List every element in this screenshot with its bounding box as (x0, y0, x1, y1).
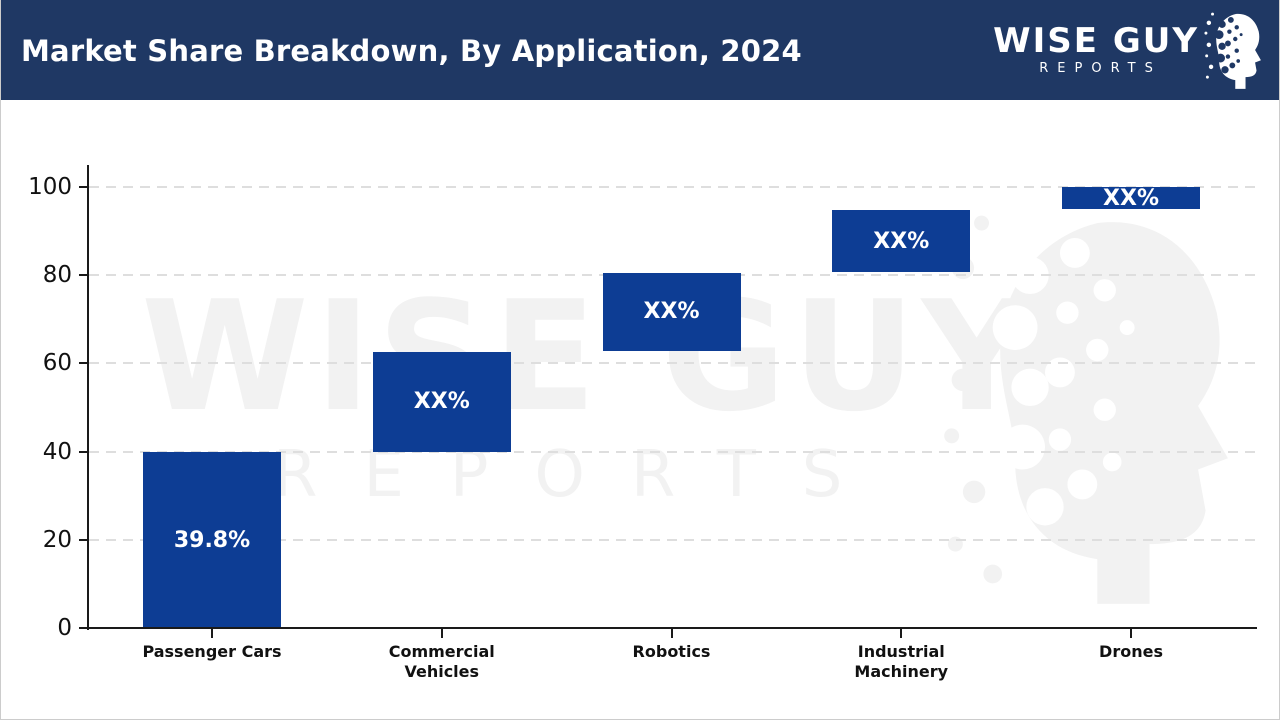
watermark-face-icon (940, 215, 1228, 604)
x-tick-robotics (670, 628, 673, 638)
report-header: Market Share Breakdown, By Application, … (1, 0, 1279, 100)
gridline-40 (89, 450, 1257, 453)
x-category-label-commercial-vehicles: Commercial Vehicles (388, 642, 495, 681)
bar-drones: XX% (1062, 185, 1200, 211)
x-category-label-drones: Drones (1099, 642, 1163, 661)
bar-passenger-cars: 39.8% (143, 452, 281, 628)
bar-robotics: XX% (602, 272, 741, 352)
bar-commercial-vehicles: XX% (372, 351, 511, 452)
x-tick-commercial-vehicles (440, 628, 443, 638)
wise-guy-logo: WISE GUY REPORTS (993, 4, 1269, 96)
logo-text: WISE GUY REPORTS (993, 23, 1199, 77)
bar-value-label: XX% (873, 228, 930, 254)
y-tick-label-80: 80 (42, 262, 72, 289)
y-tick-0 (79, 627, 89, 629)
logo-wiseguy-text: WISE GUY (993, 21, 1199, 61)
bar-industrial-machinery: XX% (832, 210, 971, 272)
x-category-label-passenger-cars: Passenger Cars (142, 642, 282, 661)
x-category-label-industrial-machinery: Industrial Machinery (854, 642, 949, 681)
x-tick-industrial-machinery (900, 628, 903, 638)
y-tick-label-60: 60 (42, 350, 72, 377)
x-axis-line (87, 627, 1257, 629)
y-tick-label-0: 0 (57, 615, 72, 641)
y-tick-label-20: 20 (42, 526, 72, 553)
watermark-reports-text: REPORTS (273, 438, 889, 512)
y-axis-line (87, 165, 89, 630)
y-tick-20 (79, 538, 89, 541)
logo-reports-text: REPORTS (1039, 61, 1162, 76)
y-tick-100 (79, 186, 89, 188)
y-tick-80 (79, 274, 89, 277)
y-tick-label-40: 40 (42, 438, 72, 465)
bar-value-label: XX% (1103, 185, 1159, 211)
x-category-label-robotics: Robotics (632, 642, 711, 661)
bar-value-label: 39.8% (173, 527, 251, 553)
bar-value-label: XX% (643, 299, 700, 325)
gridline-20 (89, 538, 1257, 541)
y-tick-label-100: 100 (28, 174, 72, 200)
wise-guy-face-icon (1204, 12, 1261, 89)
bar-value-label: XX% (413, 389, 470, 415)
y-tick-60 (79, 362, 89, 365)
chart-title: Market Share Breakdown, By Application, … (21, 34, 802, 68)
watermark-wiseguy-text: WISE GUY (141, 268, 1038, 445)
x-tick-drones (1130, 628, 1132, 638)
y-tick-40 (79, 450, 89, 453)
x-tick-passenger-cars (211, 628, 213, 638)
gridline-100 (89, 186, 1257, 188)
gridline-60 (89, 362, 1257, 365)
